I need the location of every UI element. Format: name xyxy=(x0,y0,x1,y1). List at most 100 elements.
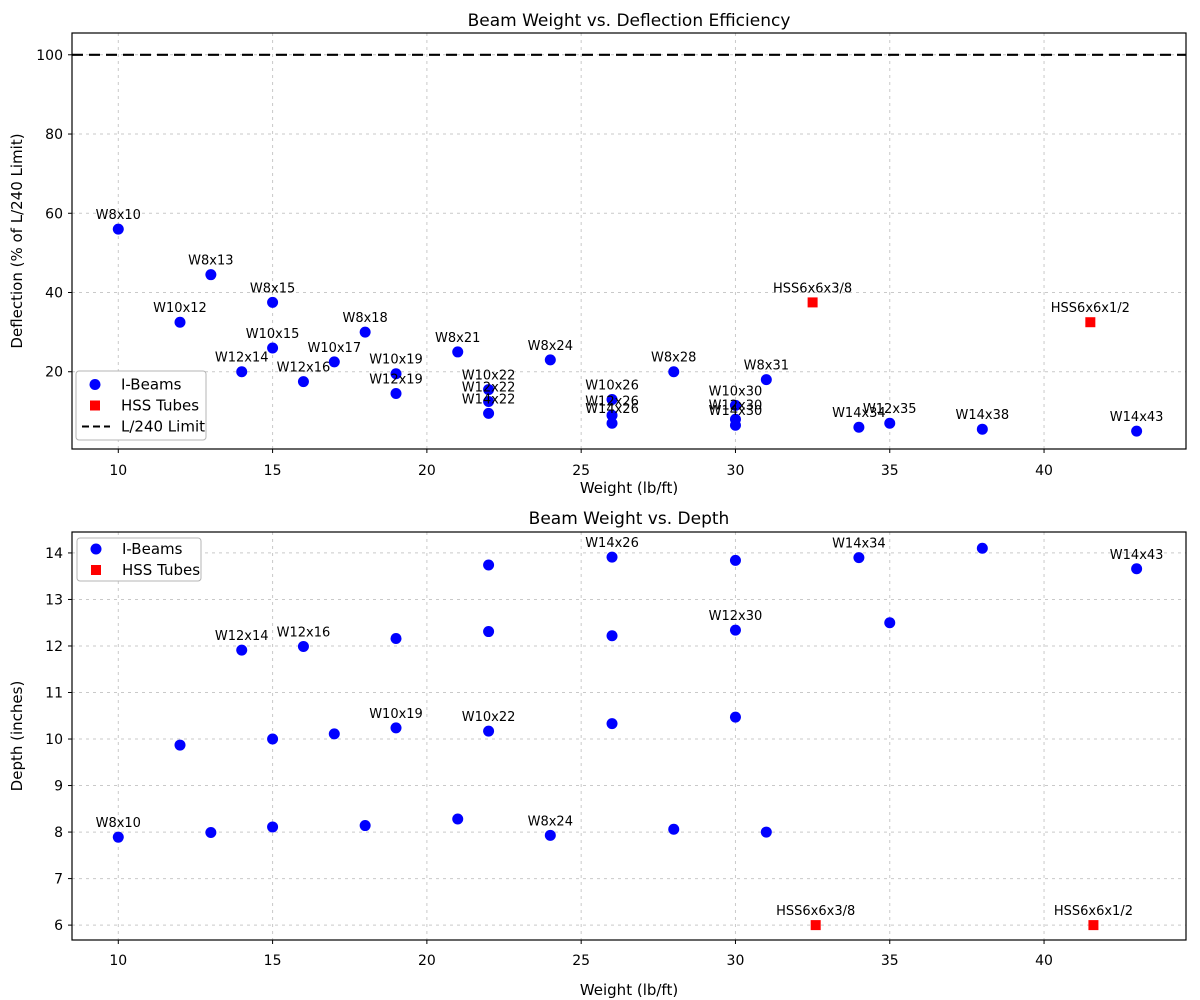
point-label-W8x24: W8x24 xyxy=(528,339,573,354)
point-label-W14x22: W14x22 xyxy=(462,392,516,407)
point-W10x22 xyxy=(483,725,495,737)
point-W8x21 xyxy=(452,346,464,358)
x-tick-label-35: 35 xyxy=(881,463,899,479)
point-W12x16 xyxy=(297,640,309,652)
y-tick-label-14: 14 xyxy=(45,546,63,562)
point-label-W12x26: W12x26 xyxy=(585,394,639,409)
point-label-W14x34: W14x34 xyxy=(832,537,886,552)
legend-circle-marker-icon xyxy=(90,543,102,555)
plot-area xyxy=(72,532,1186,940)
point-label-W14x34: W14x34 xyxy=(832,406,886,421)
point-W12x26 xyxy=(606,409,618,421)
y-tick-label-100: 100 xyxy=(36,48,63,64)
y-tick-label-60: 60 xyxy=(45,206,63,222)
point-W12x14 xyxy=(236,644,248,656)
x-tick-label-15: 15 xyxy=(264,953,282,969)
point-W10x26 xyxy=(606,393,618,405)
point-W14x26 xyxy=(606,417,618,429)
point-label-W10x19: W10x19 xyxy=(369,353,423,368)
point-W12x35 xyxy=(884,617,896,629)
y-tick-label-80: 80 xyxy=(45,127,63,143)
point-label-W12x14: W12x14 xyxy=(215,629,269,644)
point-W8x31 xyxy=(760,374,772,386)
x-tick-label-25: 25 xyxy=(572,953,590,969)
point-HSS6x6x3/8 xyxy=(807,297,818,308)
x-axis-label: Weight (lb/ft) xyxy=(580,479,678,497)
point-W8x18 xyxy=(359,326,371,338)
point-W8x28 xyxy=(668,823,680,835)
point-W14x22 xyxy=(483,407,495,419)
x-tick-label-40: 40 xyxy=(1035,953,1053,969)
point-W12x30 xyxy=(729,624,741,636)
point-label-W10x12: W10x12 xyxy=(153,301,207,316)
point-HSS6x6x1/2 xyxy=(1088,920,1099,931)
x-tick-label-10: 10 xyxy=(109,463,127,479)
legend-circle-marker-icon xyxy=(89,379,101,390)
point-W14x38 xyxy=(976,423,988,435)
y-tick-label-6: 6 xyxy=(54,918,63,934)
legend-entry-HSS Tubes: HSS Tubes xyxy=(90,397,199,415)
point-HSS6x6x3/8 xyxy=(810,920,821,931)
point-label-W14x26: W14x26 xyxy=(585,402,639,417)
point-W8x24 xyxy=(544,829,556,841)
point-label-W14x43: W14x43 xyxy=(1110,548,1164,563)
point-W14x38 xyxy=(976,542,988,554)
point-label-W8x21: W8x21 xyxy=(435,331,480,346)
point-label-W8x10: W8x10 xyxy=(96,208,141,223)
x-tick-label-15: 15 xyxy=(264,463,282,479)
legend-label-I-Beams: I-Beams xyxy=(121,376,182,394)
legend-label-I-Beams: I-Beams xyxy=(122,540,183,558)
point-W14x22 xyxy=(483,559,495,571)
point-W10x15 xyxy=(267,342,279,354)
point-label-HSS6x6x1/2: HSS6x6x1/2 xyxy=(1051,301,1130,316)
x-tick-label-25: 25 xyxy=(572,463,590,479)
point-label-W12x22: W12x22 xyxy=(462,380,516,395)
point-label-W10x17: W10x17 xyxy=(307,341,361,356)
legend: I-Beams HSS Tubes L/240 Limit xyxy=(75,370,207,441)
point-W10x15 xyxy=(267,733,279,745)
point-W12x22 xyxy=(483,626,495,638)
chart-title: Beam Weight vs. Depth xyxy=(529,509,730,529)
point-W8x10 xyxy=(112,831,124,843)
point-label-W8x13: W8x13 xyxy=(188,254,233,269)
point-W12x19 xyxy=(390,388,402,400)
point-label-W8x15: W8x15 xyxy=(250,281,295,296)
point-W10x12 xyxy=(174,316,186,328)
point-label-W12x30: W12x30 xyxy=(709,398,763,413)
point-label-W10x26: W10x26 xyxy=(585,378,639,393)
y-tick-label-7: 7 xyxy=(54,872,63,888)
point-W10x30 xyxy=(729,399,741,411)
x-tick-label-20: 20 xyxy=(418,953,436,969)
point-label-W10x15: W10x15 xyxy=(246,327,300,342)
point-label-HSS6x6x3/8: HSS6x6x3/8 xyxy=(776,904,855,919)
point-label-W8x31: W8x31 xyxy=(744,359,789,374)
legend-square-marker-icon xyxy=(91,565,101,575)
point-W14x43 xyxy=(1131,425,1143,437)
point-W10x30 xyxy=(729,711,741,723)
point-W12x16 xyxy=(297,376,309,388)
legend-label-L/240 Limit: L/240 Limit xyxy=(121,418,205,436)
point-label-W8x10: W8x10 xyxy=(96,816,141,831)
point-W10x19 xyxy=(390,368,402,380)
point-W8x24 xyxy=(544,354,556,366)
point-W10x17 xyxy=(328,728,340,740)
point-label-W8x24: W8x24 xyxy=(528,814,573,829)
point-W10x22 xyxy=(483,384,495,396)
point-label-W14x26: W14x26 xyxy=(585,536,639,551)
point-W8x21 xyxy=(452,813,464,825)
y-tick-label-13: 13 xyxy=(45,592,63,608)
x-tick-label-10: 10 xyxy=(109,953,127,969)
point-label-W12x35: W12x35 xyxy=(863,402,917,417)
point-W14x43 xyxy=(1131,563,1143,575)
point-label-W14x43: W14x43 xyxy=(1110,410,1164,425)
point-label-HSS6x6x3/8: HSS6x6x3/8 xyxy=(773,281,852,296)
point-label-W10x22: W10x22 xyxy=(462,369,516,384)
legend-entry-I-Beams: I-Beams xyxy=(90,540,183,558)
point-W10x12 xyxy=(174,739,186,751)
point-W8x10 xyxy=(112,223,124,235)
plot-border xyxy=(71,32,1187,450)
point-label-W12x16: W12x16 xyxy=(277,361,331,376)
point-label-W10x22: W10x22 xyxy=(462,710,516,725)
point-W8x28 xyxy=(668,366,680,378)
point-W8x15 xyxy=(267,296,279,308)
